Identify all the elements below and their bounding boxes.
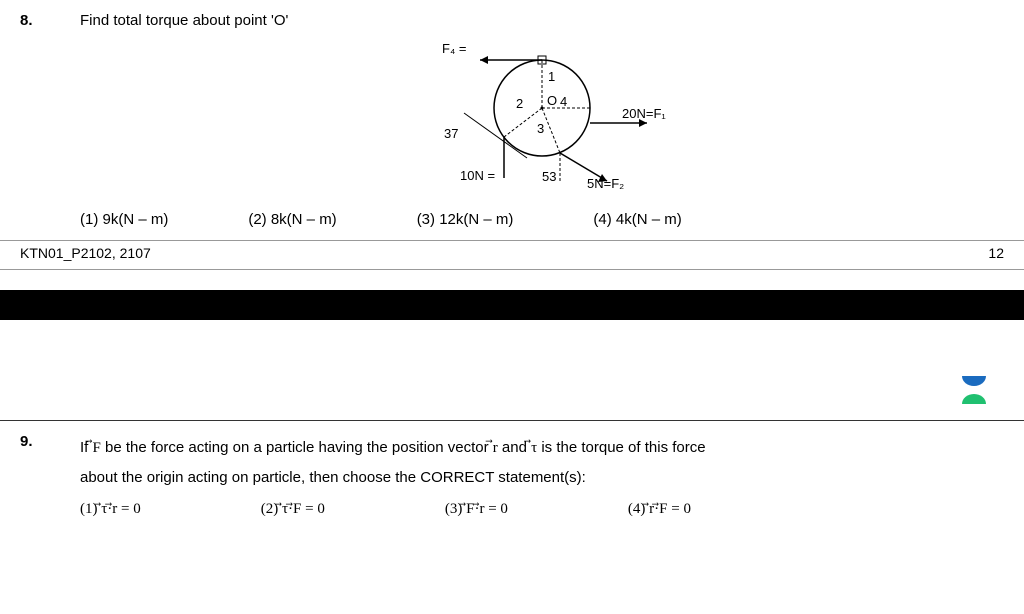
footer-code: KTN01_P2102, 2107	[20, 245, 151, 261]
q9-number: 9.	[20, 433, 80, 450]
q9-t1: If	[80, 439, 93, 456]
q9-options: (1) τ·r = 0 (2) τ·F = 0 (3) F·r = 0 (4) …	[80, 501, 1004, 518]
q8-options: (1) 9k(N – m) (2) 8k(N – m) (3) 12k(N – …	[80, 211, 1004, 228]
question-9-row: 9. If F be the force acting on a particl…	[20, 433, 1004, 518]
label-o: O	[547, 93, 557, 108]
q9-t4: is the torque of this force	[537, 439, 705, 456]
divider-2	[0, 269, 1024, 270]
q9-t3: and	[498, 439, 531, 456]
label-1: 1	[548, 69, 555, 84]
label-10n: 10N =	[460, 168, 495, 183]
label-f4: F₄ =	[442, 41, 466, 56]
question-9: 9. If F be the force acting on a particl…	[0, 429, 1024, 530]
q8-option-2: (2) 8k(N – m)	[248, 211, 336, 228]
q8-option-4: (4) 4k(N – m)	[593, 211, 681, 228]
label-5n: 5N=F₂	[587, 176, 624, 191]
q9-option-4: (4) r·F = 0	[628, 501, 691, 518]
q9-option-3: (3) F·r = 0	[445, 501, 508, 518]
q8-diagram: O 1 F₄ = 4 20N=F₁	[80, 33, 1004, 203]
q9-content: If F be the force acting on a particle h…	[80, 433, 1004, 518]
q8-option-3: (3) 12k(N – m)	[417, 211, 514, 228]
question-8-row: 8. Find total torque about point 'O' O 1	[20, 12, 1004, 228]
label-53: 53	[542, 169, 556, 184]
vec-f: F	[93, 433, 101, 463]
q8-text: Find total torque about point 'O'	[80, 12, 1004, 29]
q8-number: 8.	[20, 12, 80, 29]
question-8: 8. Find total torque about point 'O' O 1	[0, 0, 1024, 240]
label-2: 2	[516, 96, 523, 111]
page-separator	[0, 290, 1024, 320]
label-37: 37	[444, 126, 458, 141]
label-20n: 20N=F₁	[622, 106, 666, 121]
q9-t2: be the force acting on a particle having…	[101, 439, 493, 456]
label-3: 3	[537, 121, 544, 136]
torque-diagram: O 1 F₄ = 4 20N=F₁	[382, 33, 702, 203]
vec-tau: τ	[531, 433, 537, 463]
q8-footer: KTN01_P2102, 2107 12	[0, 241, 1024, 269]
vec-r: r	[493, 433, 498, 463]
hourglass-icon	[954, 370, 994, 410]
label-4: 4	[560, 94, 567, 109]
q8-option-1: (1) 9k(N – m)	[80, 211, 168, 228]
q9-line2: about the origin acting on particle, the…	[80, 469, 586, 486]
q9-text: If F be the force acting on a particle h…	[80, 433, 1004, 493]
q8-content: Find total torque about point 'O' O 1 F₄…	[80, 12, 1004, 228]
q9-option-2: (2) τ·F = 0	[261, 501, 325, 518]
gap-area	[0, 320, 1024, 420]
divider-3	[0, 420, 1024, 421]
footer-page: 12	[988, 245, 1004, 261]
q9-option-1: (1) τ·r = 0	[80, 501, 141, 518]
